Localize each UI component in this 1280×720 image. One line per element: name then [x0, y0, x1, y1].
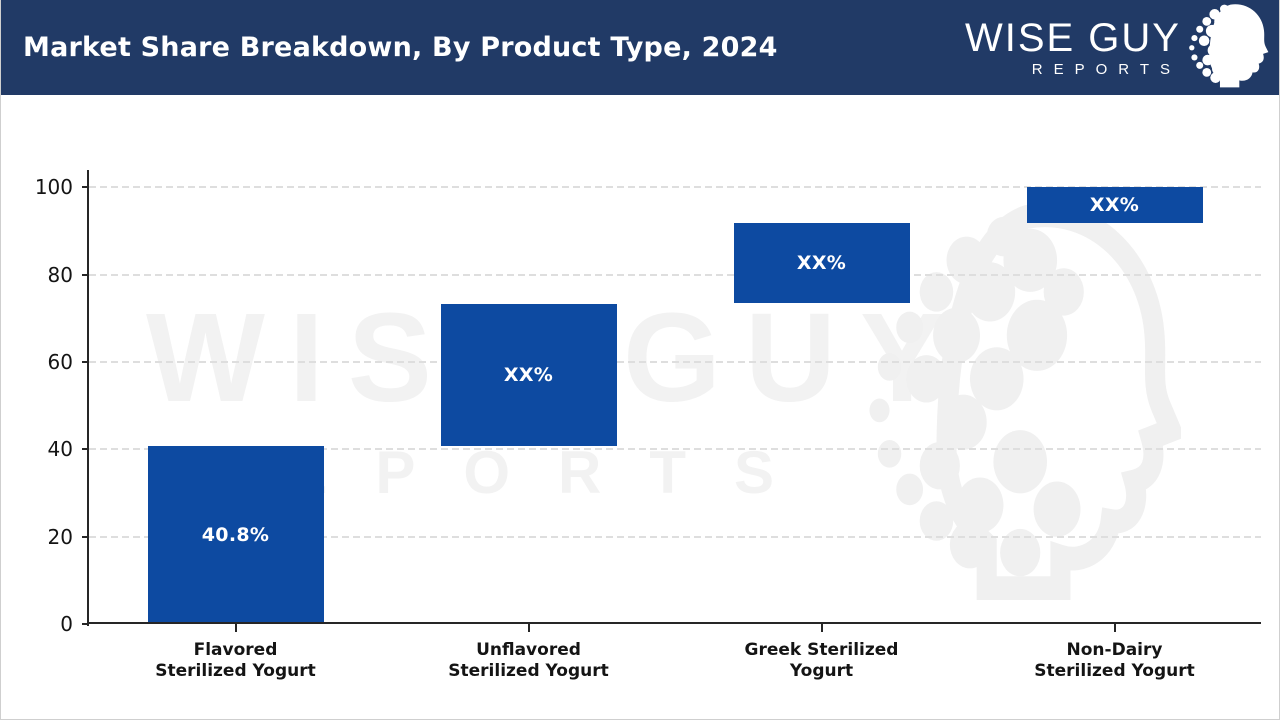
category-label-line: Sterilized Yogurt [448, 661, 609, 682]
x-axis-labels: Flavored Sterilized Yogurt Unflavored Steri… [89, 640, 1261, 700]
gridline [89, 535, 1261, 538]
y-axis: 0 20 40 60 80 100 [1, 170, 89, 634]
brand-logo: WISE GUY REPORTS [965, 3, 1271, 93]
x-tick [527, 624, 530, 632]
header-bar: Market Share Breakdown, By Product Type,… [1, 0, 1279, 95]
bar-value-label: 40.8% [201, 523, 270, 546]
gridline [89, 448, 1261, 451]
category-label: Non-Dairy Sterilized Yogurt [968, 640, 1261, 683]
bar-value-label: XX% [503, 364, 554, 387]
x-tick [234, 624, 237, 632]
bar-segment: XX% [733, 223, 910, 304]
category-label-line: Unflavored [476, 640, 581, 660]
y-tick-label: 20 [47, 524, 73, 549]
bar-value-label: XX% [796, 252, 847, 275]
bar-segment: 40.8% [147, 445, 324, 624]
y-tick [82, 273, 89, 276]
y-tick [82, 448, 89, 451]
category-label: Greek Sterilized Yogurt [675, 640, 968, 683]
category-label: Flavored Sterilized Yogurt [89, 640, 382, 683]
gridline [89, 361, 1261, 364]
y-tick [82, 361, 89, 364]
bar-value-label: XX% [1089, 194, 1140, 217]
y-tick-label: 0 [60, 612, 73, 636]
brand-name: WISE GUY [964, 16, 1181, 60]
y-tick [82, 535, 89, 538]
y-axis-line [87, 170, 89, 626]
category-label-line: Yogurt [789, 661, 854, 682]
y-tick-label: 60 [47, 350, 73, 375]
category-label-line: Greek Sterilized [744, 640, 899, 660]
gridline [89, 186, 1261, 189]
face-dots-icon [1183, 2, 1271, 94]
category-label-line: Non-Dairy [1066, 640, 1163, 660]
x-axis-line [87, 622, 1261, 624]
brand-subname: REPORTS [1031, 61, 1181, 78]
plot-area: 40.8% XX% XX% XX% [87, 170, 1261, 632]
y-tick-label: 40 [47, 437, 73, 462]
gridline [89, 273, 1261, 276]
watermark-face-icon [846, 203, 1186, 604]
category-label-line: Sterilized Yogurt [155, 661, 316, 682]
category-label-line: Sterilized Yogurt [1034, 661, 1195, 682]
bar-segment: XX% [1026, 187, 1203, 224]
y-tick [82, 623, 89, 625]
bar-segment: XX% [440, 304, 617, 446]
y-tick-label: 80 [47, 262, 73, 287]
y-tick-label: 100 [34, 175, 73, 200]
category-label: Unflavored Sterilized Yogurt [382, 640, 675, 683]
category-label-line: Flavored [193, 640, 278, 660]
y-tick [82, 186, 89, 189]
brand-logo-text: WISE GUY REPORTS [965, 18, 1181, 78]
x-tick [820, 624, 823, 632]
page-title: Market Share Breakdown, By Product Type,… [23, 32, 778, 63]
x-tick [1113, 624, 1116, 632]
